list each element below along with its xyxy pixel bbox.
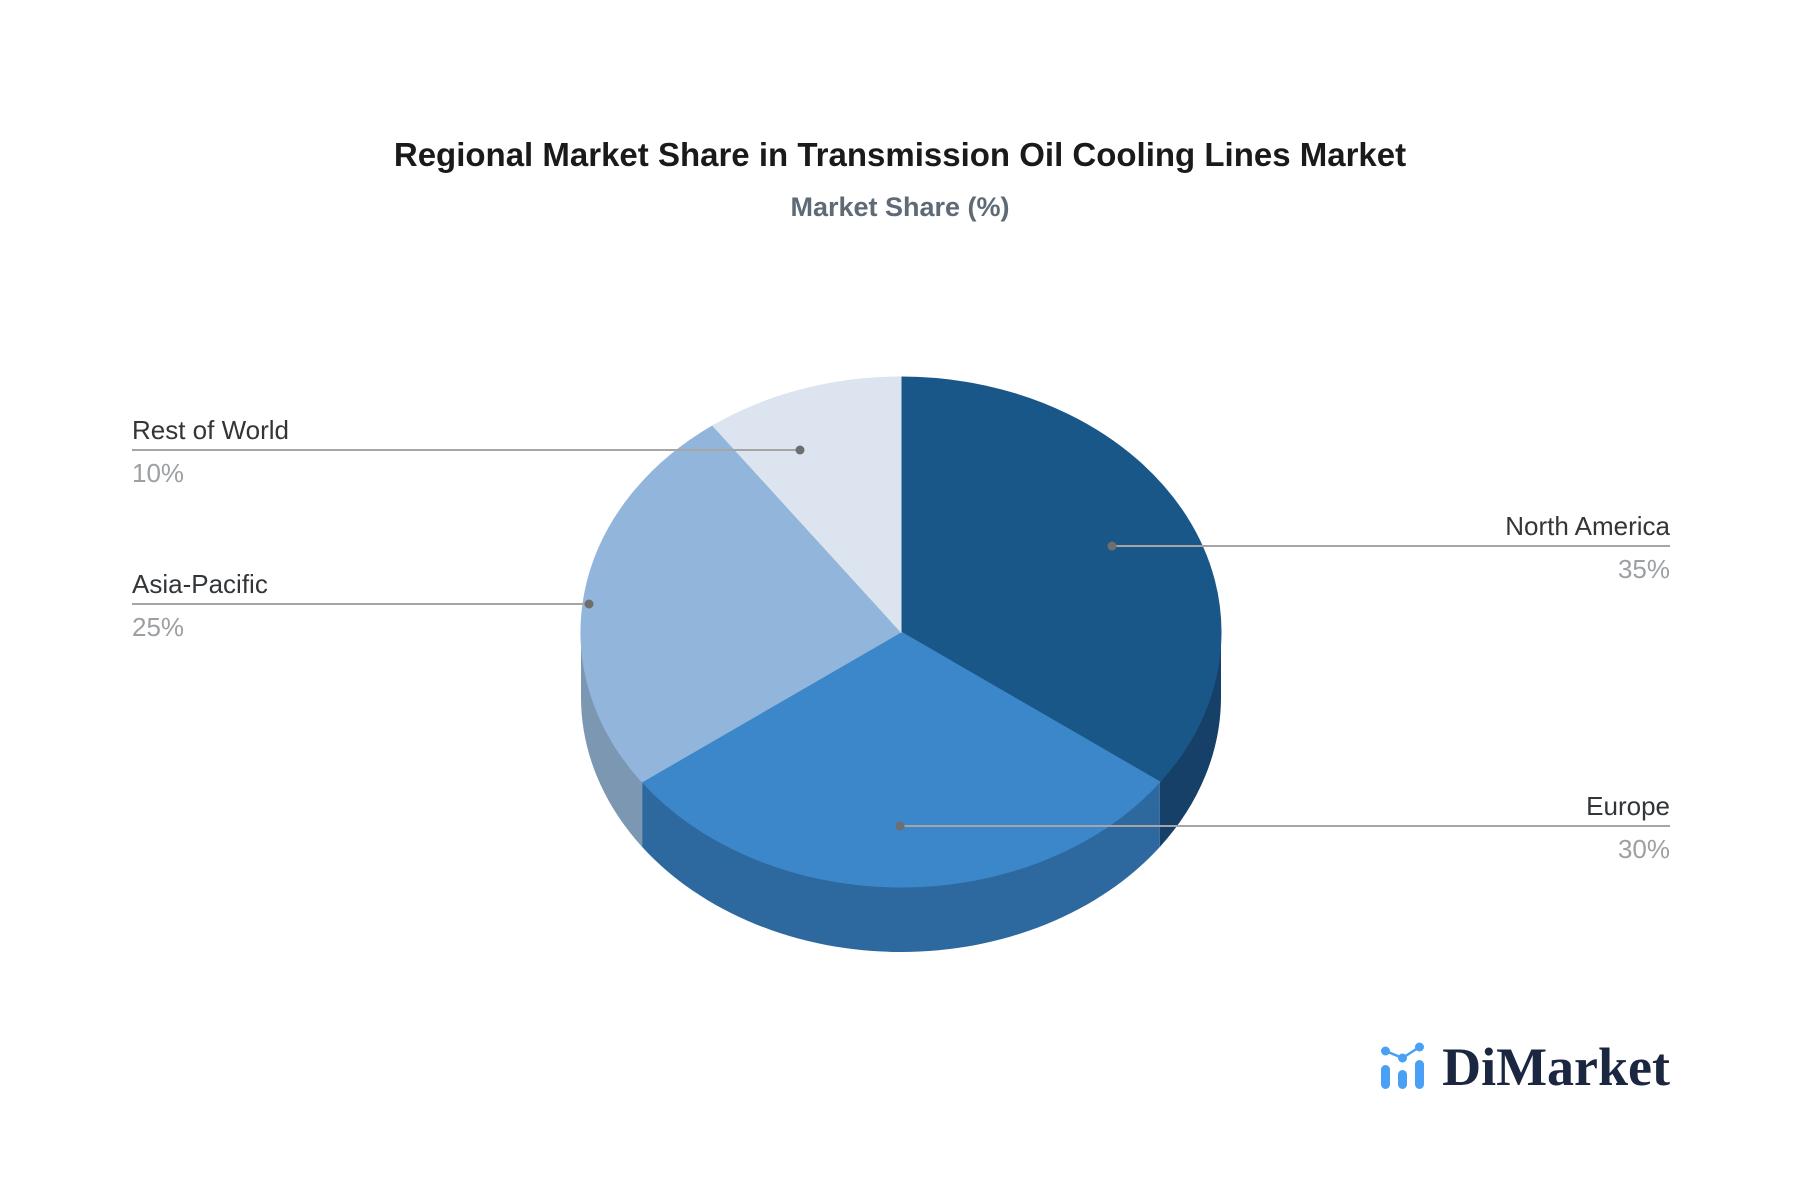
pie-label-asia-pacific: Asia-Pacific 25% bbox=[132, 569, 692, 642]
chart-title: Regional Market Share in Transmission Oi… bbox=[393, 136, 1407, 173]
slice-value: 25% bbox=[132, 612, 185, 642]
chart-subtitle: Market Share (%) bbox=[790, 192, 1010, 222]
dimarket-logo: DiMarket bbox=[1379, 1038, 1670, 1096]
pie-slice-asia-pacific bbox=[580, 425, 902, 783]
pie-slice-north-america bbox=[900, 376, 1222, 783]
pie-slice-side bbox=[642, 781, 1160, 952]
slice-value: 30% bbox=[1617, 834, 1670, 864]
slice-value: 10% bbox=[132, 458, 185, 488]
pie-label-rest-of-world: Rest of World 10% bbox=[132, 415, 692, 488]
slice-label: Rest of World bbox=[132, 415, 290, 445]
label-connector-dot bbox=[895, 821, 905, 831]
pie-slice-side bbox=[581, 632, 643, 847]
pie-slice-europe bbox=[641, 631, 1161, 888]
slice-label: North America bbox=[1505, 511, 1670, 541]
label-connector-dot bbox=[795, 445, 805, 455]
pie-label-europe: Europe 30% bbox=[1110, 791, 1670, 864]
logo-text: DiMarket bbox=[1442, 1037, 1670, 1097]
slice-label: Europe bbox=[1586, 791, 1670, 821]
pie-slice-rest-of-world bbox=[712, 376, 902, 634]
slice-value: 35% bbox=[1617, 554, 1670, 584]
bar-line-chart-icon bbox=[1381, 1042, 1425, 1089]
slice-label: Asia-Pacific bbox=[132, 569, 268, 599]
label-connector-dot bbox=[1107, 541, 1117, 551]
pie-label-north-america: North America 35% bbox=[1110, 511, 1670, 584]
pie-slice-side bbox=[1159, 632, 1221, 847]
label-connector-dot bbox=[584, 599, 594, 609]
